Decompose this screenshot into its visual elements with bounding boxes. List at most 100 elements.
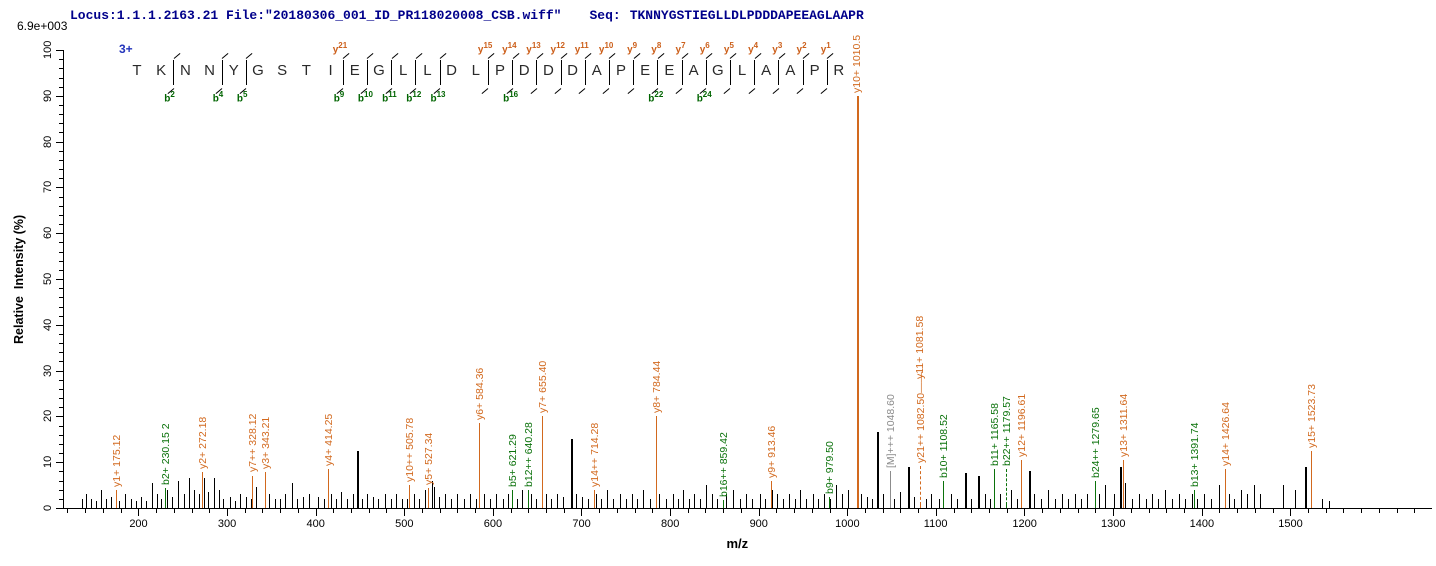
y-ion-peak: [251, 475, 253, 508]
sequence-residue: A: [688, 62, 699, 79]
fragment-divider-bottom-tick: [481, 88, 489, 95]
y-tick-label: 50: [42, 272, 54, 285]
x-major-tick: [1201, 509, 1203, 516]
noise-peak: [1120, 466, 1123, 508]
seq-label: Seq:: [589, 8, 621, 23]
peak-label: b13+ 1391.74: [1189, 422, 1202, 488]
b-ion-marker: b4: [212, 90, 224, 105]
y-minor-tick: [59, 150, 63, 152]
x-minor-tick: [705, 509, 707, 513]
x-minor-tick: [85, 509, 87, 513]
noise-peak: [1081, 498, 1083, 508]
noise-peak: [1041, 498, 1043, 508]
sequence-residue: R: [833, 62, 845, 79]
x-minor-tick: [634, 509, 636, 513]
noise-peak: [146, 501, 148, 508]
noise-peak: [688, 498, 690, 508]
y-tick-label: 40: [42, 318, 54, 331]
sequence-residue: D: [542, 62, 554, 79]
peak-label: y13+ 1311.64: [1118, 394, 1131, 458]
y-ion-marker: y13: [526, 41, 541, 56]
fragment-divider-bottom-tick: [675, 88, 683, 95]
x-minor-tick: [1414, 509, 1416, 513]
noise-peak: [213, 478, 215, 508]
noise-peak: [950, 494, 952, 508]
fragment-divider-top-tick: [173, 52, 181, 59]
y-minor-tick: [59, 269, 63, 271]
noise-peak: [1034, 494, 1036, 508]
b-ion-peak: [1194, 490, 1196, 508]
noise-peak: [1211, 498, 1213, 508]
b-ion-peak: [511, 490, 513, 508]
b-ion-marker: b5: [236, 90, 248, 105]
noise-peak: [777, 494, 779, 508]
sequence-residue: S: [277, 62, 288, 79]
y-minor-tick: [59, 352, 63, 354]
y-ion-peak: [265, 472, 267, 508]
x-minor-tick: [811, 509, 813, 513]
y-ion-peak: [920, 466, 922, 505]
noise-peak: [877, 432, 880, 508]
noise-peak: [1048, 489, 1050, 508]
x-minor-tick: [1307, 509, 1309, 513]
noise-peak: [413, 494, 415, 508]
fragment-divider-bottom-tick: [602, 88, 610, 95]
noise-peak: [198, 494, 200, 508]
peak-label: b9+ 979.50: [824, 441, 837, 494]
b-ion-marker: b22: [648, 90, 664, 105]
y-ion-marker: y7: [675, 41, 686, 56]
noise-peak: [782, 498, 784, 508]
noise-peak: [483, 494, 485, 508]
noise-peak: [330, 494, 332, 508]
x-major-tick: [138, 509, 140, 516]
y-minor-tick: [59, 480, 63, 482]
x-major-tick: [404, 509, 406, 516]
noise-peak: [378, 498, 380, 508]
peak-label: y7+ 655.40: [536, 360, 549, 413]
noise-peak: [1158, 498, 1160, 508]
y-minor-tick: [59, 453, 63, 454]
noise-peak: [347, 498, 349, 508]
noise-peak: [396, 494, 398, 508]
noise-peak: [240, 494, 242, 508]
noise-peak: [706, 485, 708, 508]
x-tick-label: 1500: [1278, 518, 1303, 530]
fragment-divider-bottom-tick: [820, 88, 828, 95]
x-minor-tick: [1272, 509, 1274, 513]
y-minor-tick: [59, 205, 63, 207]
noise-peak: [318, 496, 320, 508]
b-ion-peak: [943, 480, 945, 508]
noise-peak: [1098, 494, 1100, 508]
y-ion-marker: y2: [796, 41, 807, 56]
b-ion-marker: b11: [382, 90, 397, 105]
noise-peak: [1329, 501, 1331, 508]
noise-peak: [649, 498, 651, 508]
precursor-charge-label: 3+: [119, 42, 133, 56]
peak-label: y9+ 913.46: [765, 425, 778, 478]
noise-peak: [625, 498, 627, 508]
y-minor-tick: [59, 260, 63, 262]
noise-peak: [1184, 498, 1186, 508]
noise-peak: [457, 494, 459, 508]
x-minor-tick: [209, 509, 211, 513]
sequence-residue: E: [664, 62, 675, 79]
x-major-tick: [1290, 509, 1292, 516]
x-minor-tick: [776, 509, 778, 513]
noise-peak: [309, 494, 311, 508]
noise-peak: [490, 498, 492, 508]
fragment-divider-bottom-tick: [796, 88, 804, 95]
noise-peak: [1165, 489, 1167, 508]
x-major-tick: [935, 509, 937, 516]
y-ion-marker: y21: [332, 41, 348, 56]
y-tick-label: 10: [42, 455, 54, 469]
y-ion-marker: y1: [820, 41, 831, 56]
fragment-divider: [391, 60, 393, 85]
x-minor-tick: [421, 509, 423, 513]
noise-peak: [81, 498, 83, 508]
y-ion-peak: [770, 480, 772, 508]
peak-label: b12++ 640.28: [523, 422, 536, 488]
noise-peak: [978, 475, 981, 508]
y-tick-label: 60: [42, 226, 54, 240]
fragment-divider: [560, 60, 562, 85]
fragment-divider-top-tick: [439, 52, 447, 59]
